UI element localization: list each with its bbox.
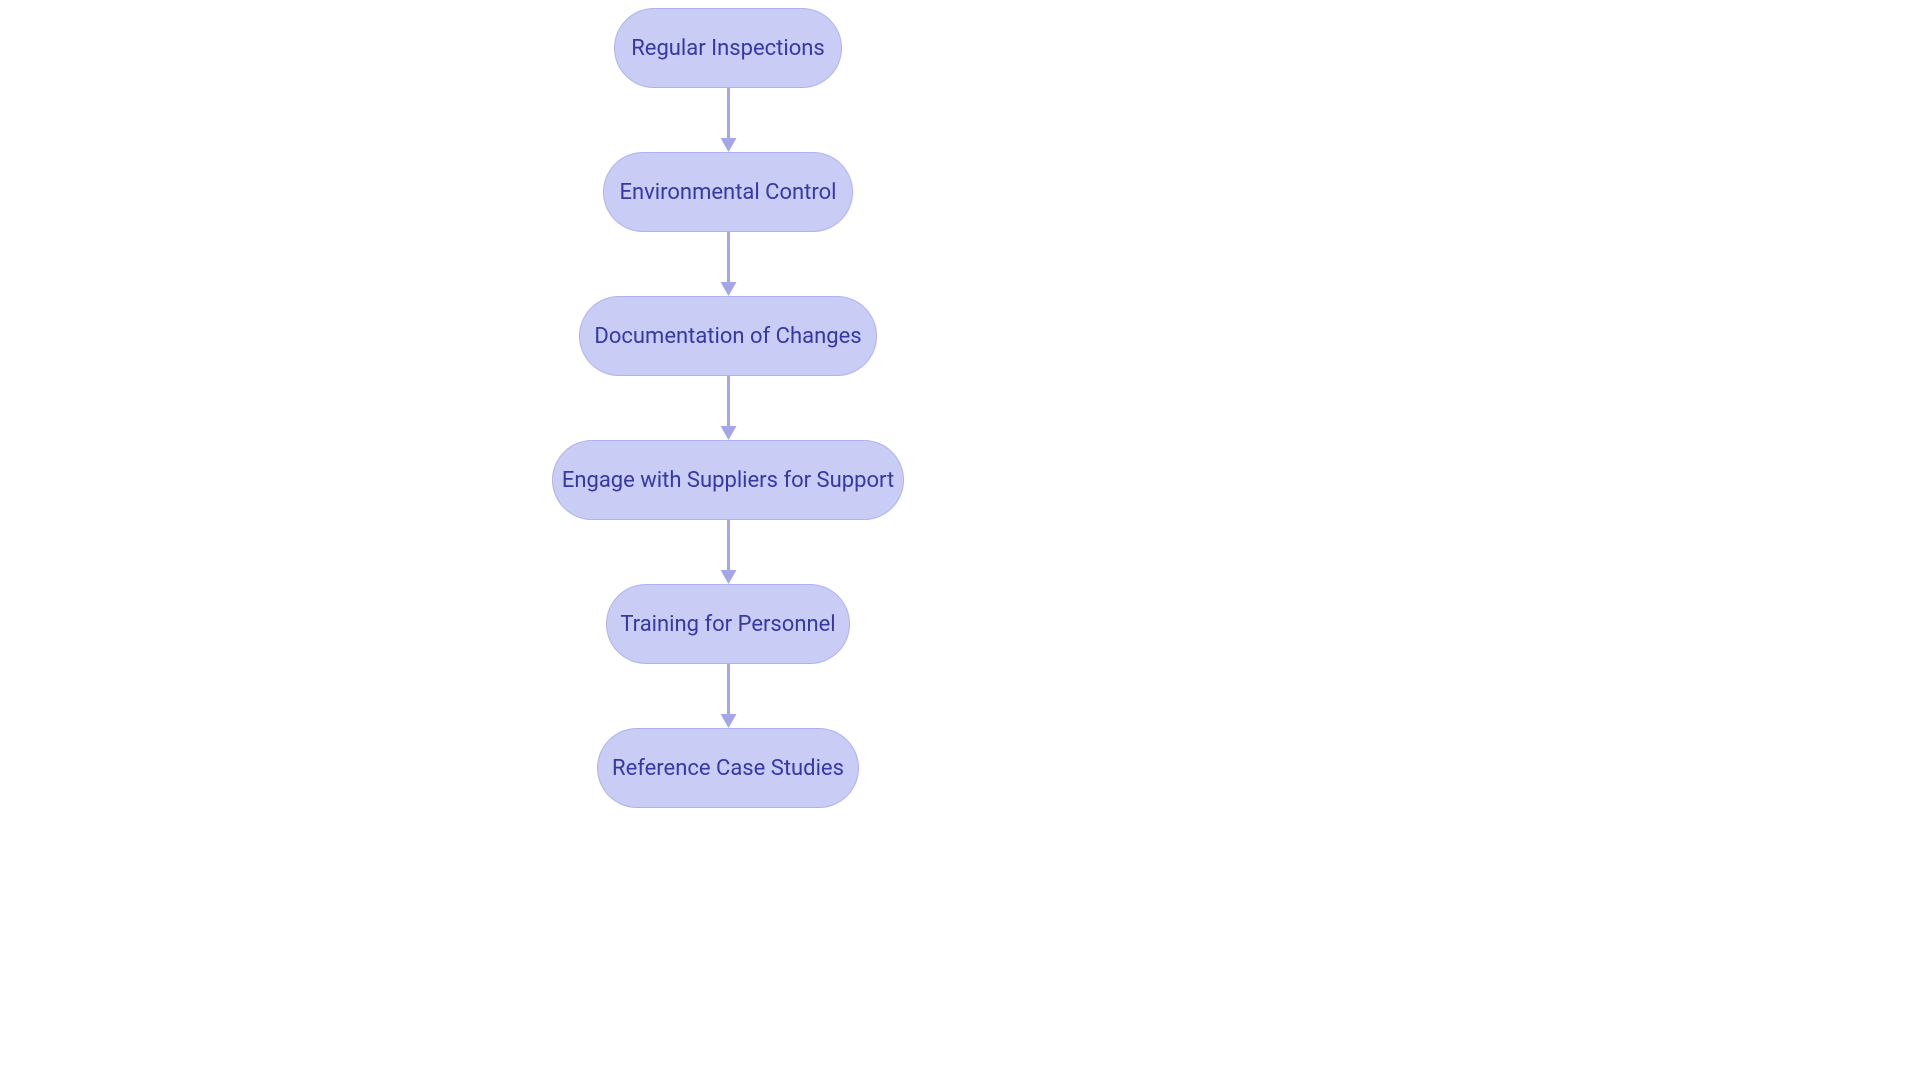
flowchart-arrow-head <box>720 570 736 584</box>
flowchart-node-label: Documentation of Changes <box>594 324 861 349</box>
flowchart-arrow-head <box>720 282 736 296</box>
flowchart-node: Environmental Control <box>603 152 853 232</box>
flowchart-node: Regular Inspections <box>614 8 842 88</box>
flowchart-arrow <box>728 88 729 152</box>
flowchart-arrow-line <box>727 520 730 570</box>
flowchart-node-label: Reference Case Studies <box>612 756 844 781</box>
flowchart-node-label: Engage with Suppliers for Support <box>562 468 894 493</box>
flowchart-node: Reference Case Studies <box>597 728 859 808</box>
flowchart-arrow <box>728 232 729 296</box>
flowchart-arrow <box>728 376 729 440</box>
flowchart-arrow-line <box>727 232 730 282</box>
flowchart-node-label: Training for Personnel <box>620 612 835 637</box>
flowchart-arrow <box>728 664 729 728</box>
flowchart-node: Documentation of Changes <box>579 296 877 376</box>
flowchart-node: Engage with Suppliers for Support <box>552 440 904 520</box>
flowchart-node: Training for Personnel <box>606 584 850 664</box>
flowchart-arrow-line <box>727 664 730 714</box>
flowchart-container: Regular Inspections Environmental Control… <box>0 0 1920 1083</box>
flowchart-node-label: Environmental Control <box>619 180 836 205</box>
flowchart-arrow-line <box>727 376 730 426</box>
flowchart-arrow-head <box>720 426 736 440</box>
flowchart-arrow-line <box>727 88 730 138</box>
flowchart-arrow-head <box>720 138 736 152</box>
flowchart-arrow <box>728 520 729 584</box>
flowchart-node-label: Regular Inspections <box>631 36 825 61</box>
flowchart-arrow-head <box>720 714 736 728</box>
